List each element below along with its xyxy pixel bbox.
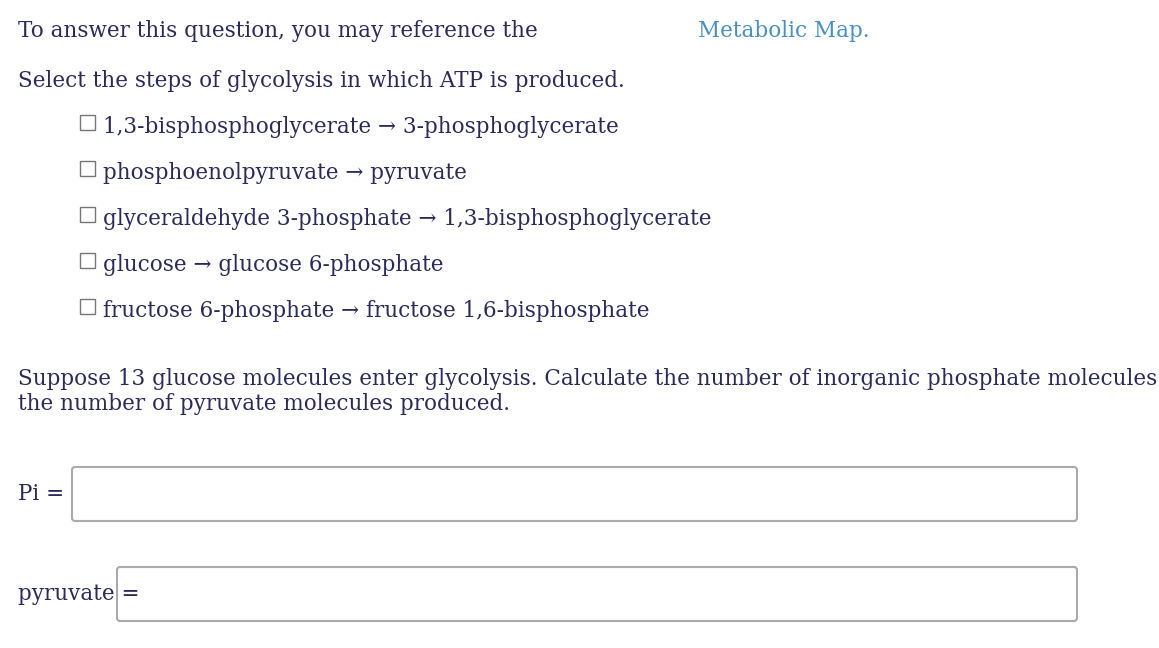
Text: Suppose 13 glucose molecules enter glycolysis. Calculate the number of inorganic: Suppose 13 glucose molecules enter glyco… bbox=[19, 368, 1159, 390]
Text: the number of pyruvate molecules produced.: the number of pyruvate molecules produce… bbox=[19, 393, 510, 415]
Text: pyruvate =: pyruvate = bbox=[19, 583, 139, 605]
Text: fructose 6-phosphate → fructose 1,6-bisphosphate: fructose 6-phosphate → fructose 1,6-bisp… bbox=[103, 300, 649, 322]
Bar bbox=[80, 253, 95, 268]
Bar bbox=[80, 207, 95, 222]
Text: 1,3-bisphosphoglycerate → 3-phosphoglycerate: 1,3-bisphosphoglycerate → 3-phosphoglyce… bbox=[103, 116, 619, 138]
FancyBboxPatch shape bbox=[117, 567, 1077, 621]
Bar bbox=[80, 161, 95, 176]
Text: Metabolic Map.: Metabolic Map. bbox=[698, 20, 869, 42]
Text: To answer this question, you may reference the: To answer this question, you may referen… bbox=[19, 20, 545, 42]
Bar bbox=[80, 115, 95, 130]
Text: phosphoenolpyruvate → pyruvate: phosphoenolpyruvate → pyruvate bbox=[103, 162, 467, 184]
Text: Pi =: Pi = bbox=[19, 483, 64, 505]
Text: glyceraldehyde 3-phosphate → 1,3-bisphosphoglycerate: glyceraldehyde 3-phosphate → 1,3-bisphos… bbox=[103, 208, 712, 230]
Bar bbox=[80, 299, 95, 314]
FancyBboxPatch shape bbox=[72, 467, 1077, 521]
Text: Select the steps of glycolysis in which ATP is produced.: Select the steps of glycolysis in which … bbox=[19, 70, 625, 92]
Text: glucose → glucose 6-phosphate: glucose → glucose 6-phosphate bbox=[103, 254, 444, 276]
